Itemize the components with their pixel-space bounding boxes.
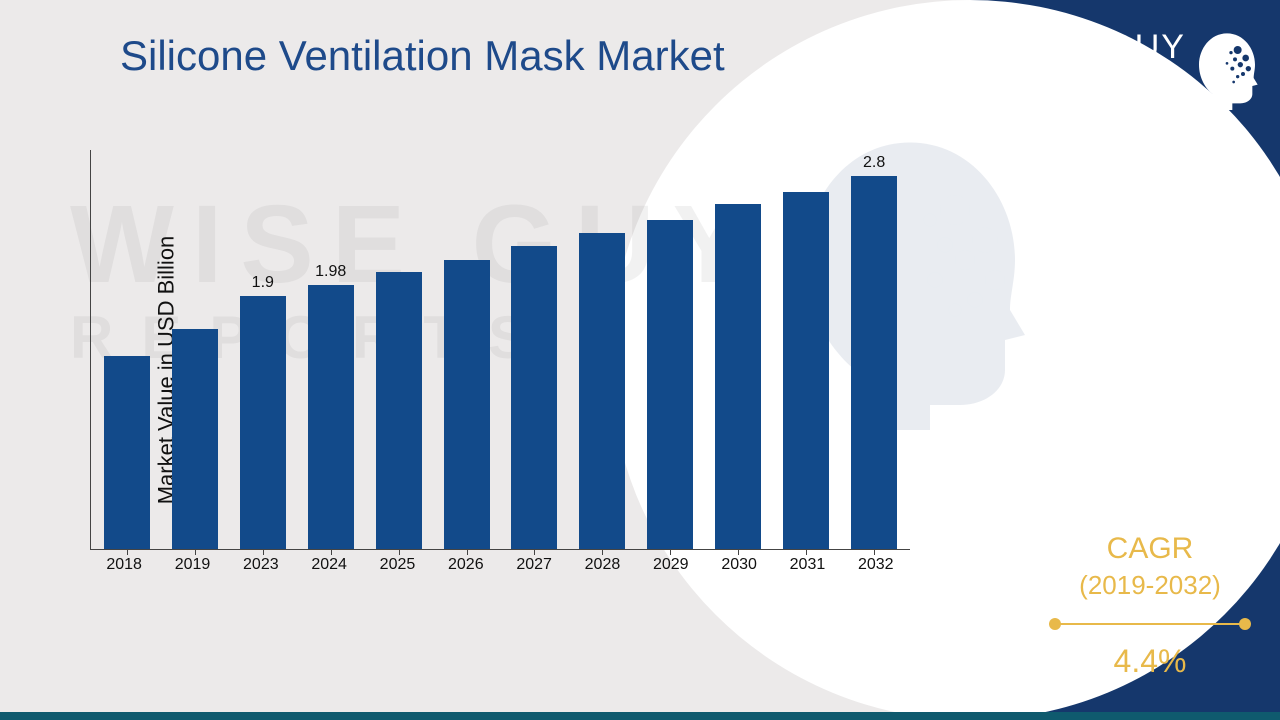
x-tick	[602, 549, 603, 555]
bar-slot	[772, 150, 840, 549]
logo-text-main: WISE GUY	[1000, 28, 1186, 67]
bar	[444, 260, 490, 549]
bar	[376, 272, 422, 549]
x-axis-label: 2026	[432, 556, 500, 574]
x-tick	[738, 549, 739, 555]
cagr-label: CAGR	[1020, 532, 1280, 566]
x-axis-label: 2019	[158, 556, 226, 574]
bar-slot	[365, 150, 433, 549]
bar-slot	[433, 150, 501, 549]
x-axis-label: 2031	[773, 556, 841, 574]
plot-area: 1.9 1.98 2.8	[90, 150, 910, 550]
bar	[579, 233, 625, 549]
x-axis-label: 2027	[500, 556, 568, 574]
x-axis-label: 2032	[842, 556, 910, 574]
x-tick	[127, 549, 128, 555]
x-axis-label: 2024	[295, 556, 363, 574]
x-tick	[806, 549, 807, 555]
bar	[647, 220, 693, 549]
x-axis-label: 2023	[227, 556, 295, 574]
bar	[511, 246, 557, 549]
bar-value-label: 2.8	[863, 154, 885, 172]
bars-container: 1.9 1.98 2.8	[91, 150, 910, 549]
bar-slot: 2.8	[840, 150, 908, 549]
x-axis-labels: 2018201920232024202520262027202820292030…	[90, 556, 910, 574]
bar-slot: 1.9	[229, 150, 297, 549]
x-axis-label: 2018	[90, 556, 158, 574]
x-axis-label: 2029	[637, 556, 705, 574]
bar-chart: Market Value in USD Billion 1.91.982.8 2…	[72, 150, 912, 590]
x-tick	[263, 549, 264, 555]
bottom-strip	[0, 712, 1280, 720]
cagr-divider	[1055, 623, 1245, 625]
x-axis-label: 2028	[568, 556, 636, 574]
cagr-range: (2019-2032)	[1020, 570, 1280, 601]
bar-slot	[704, 150, 772, 549]
x-tick	[467, 549, 468, 555]
chart-title: Silicone Ventilation Mask Market	[120, 32, 725, 80]
x-axis-label: 2030	[705, 556, 773, 574]
bar-slot	[636, 150, 704, 549]
bar	[172, 329, 218, 549]
bar-slot: 1.98	[297, 150, 365, 549]
logo-head-icon	[1192, 30, 1262, 110]
x-tick	[195, 549, 196, 555]
x-tick	[534, 549, 535, 555]
cagr-value: 4.4%	[1020, 643, 1280, 680]
bar	[783, 192, 829, 549]
bar-slot	[161, 150, 229, 549]
bar	[104, 356, 150, 549]
bar	[308, 285, 354, 549]
brand-logo: WISE GUY REPORTS	[1000, 28, 1250, 85]
bar	[715, 204, 761, 549]
bar-slot	[568, 150, 636, 549]
bar-value-label: 1.9	[252, 274, 274, 292]
cagr-block: CAGR (2019-2032) 4.4%	[1020, 532, 1280, 680]
bar-value-label: 1.98	[315, 263, 346, 281]
x-tick	[874, 549, 875, 555]
x-tick	[670, 549, 671, 555]
x-tick	[331, 549, 332, 555]
x-axis-label: 2025	[363, 556, 431, 574]
x-tick	[399, 549, 400, 555]
bar-slot	[93, 150, 161, 549]
bar	[851, 176, 897, 549]
bar	[240, 296, 286, 549]
logo-text-sub: REPORTS	[1000, 65, 1186, 85]
bar-slot	[501, 150, 569, 549]
